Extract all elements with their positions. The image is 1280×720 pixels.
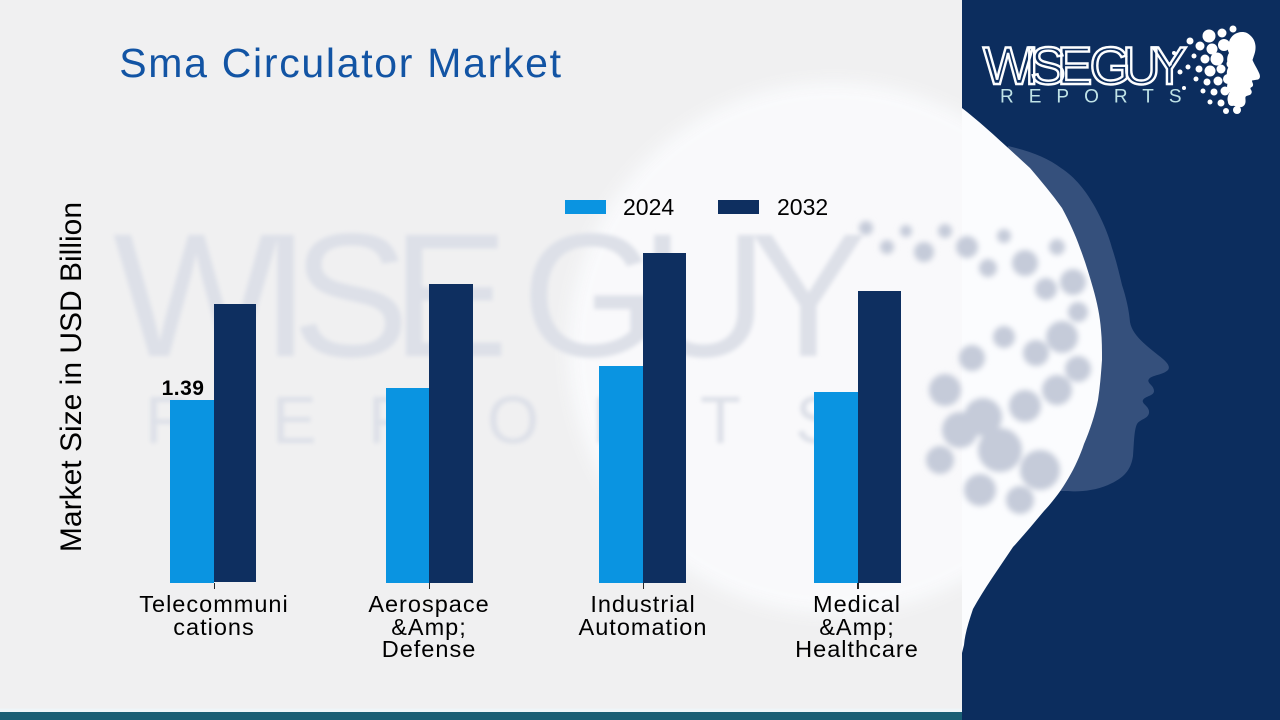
svg-text:REPORTS: REPORTS <box>1000 87 1197 108</box>
svg-text:WISE GUY: WISE GUY <box>983 37 1187 96</box>
